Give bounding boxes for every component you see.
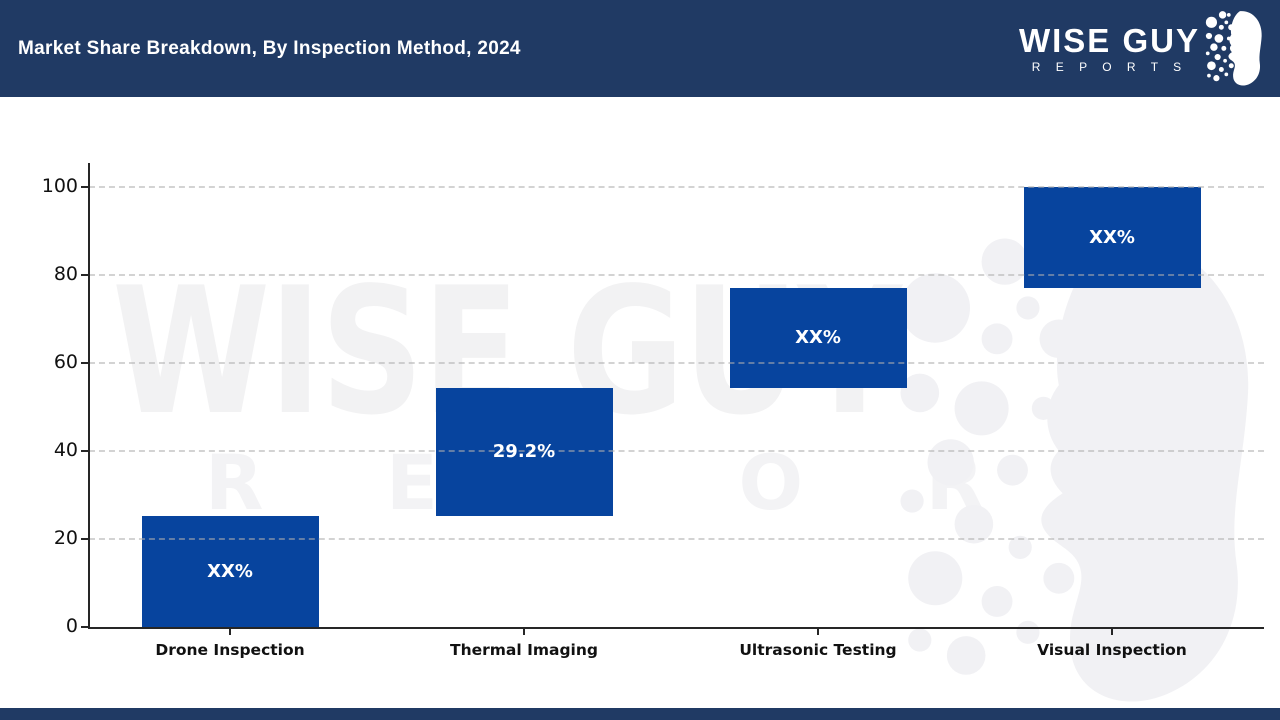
header-bar: Market Share Breakdown, By Inspection Me… [0, 0, 1280, 97]
gridline-60 [89, 362, 1264, 364]
y-tick-mark [81, 362, 88, 364]
y-tick-label: 60 [53, 351, 78, 373]
y-tick-mark [81, 538, 88, 540]
bar-value-label: XX% [1089, 226, 1135, 248]
y-tick-mark [81, 626, 88, 628]
watermark-head-icon [900, 237, 1249, 702]
logo-subtitle: R E P O R T S [1031, 60, 1188, 75]
gridline-20 [89, 538, 1264, 540]
wiseguy-logo: WISE GUY R E P O R T S [1019, 4, 1266, 94]
bar-ultrasonic-testing [729, 287, 907, 388]
bar-value-label: 29.2% [492, 441, 556, 463]
y-tick-label: 100 [41, 175, 78, 197]
x-category-label: Thermal Imaging [450, 641, 598, 659]
y-tick-mark [81, 274, 88, 276]
y-tick-label: 80 [53, 263, 78, 285]
x-tick-mark [1111, 627, 1113, 635]
x-tick-mark [523, 627, 525, 635]
bar-drone-inspection [141, 516, 319, 627]
logo-wordmark: WISE GUY [1018, 21, 1200, 59]
gridline-80 [89, 274, 1264, 276]
x-category-label: Drone Inspection [155, 641, 305, 659]
x-tick-mark [229, 627, 231, 635]
y-tick-mark [81, 450, 88, 452]
x-axis-line [88, 627, 1264, 629]
y-tick-label: 0 [65, 615, 78, 637]
wiseguy-logo-text: WISE GUY R E P O R T S [1018, 21, 1200, 75]
y-tick-label: 40 [53, 439, 78, 461]
bar-value-label: XX% [795, 327, 841, 349]
chart-area: WISE GUY R E P O R T S XX% Drone Inspecti… [0, 97, 1280, 708]
bar-visual-inspection [1023, 187, 1201, 288]
gridline-40 [89, 450, 1264, 452]
y-tick-mark [81, 186, 88, 188]
y-axis-line [88, 163, 90, 629]
footer-bar [0, 708, 1280, 720]
bar-value-label: XX% [207, 561, 253, 583]
page-title: Market Share Breakdown, By Inspection Me… [18, 37, 521, 59]
gridline-100 [89, 186, 1264, 188]
x-category-label: Ultrasonic Testing [739, 641, 897, 659]
x-category-label: Visual Inspection [1037, 641, 1187, 659]
x-tick-mark [817, 627, 819, 635]
wiseguy-head-icon [1205, 11, 1262, 86]
y-tick-label: 20 [53, 527, 78, 549]
